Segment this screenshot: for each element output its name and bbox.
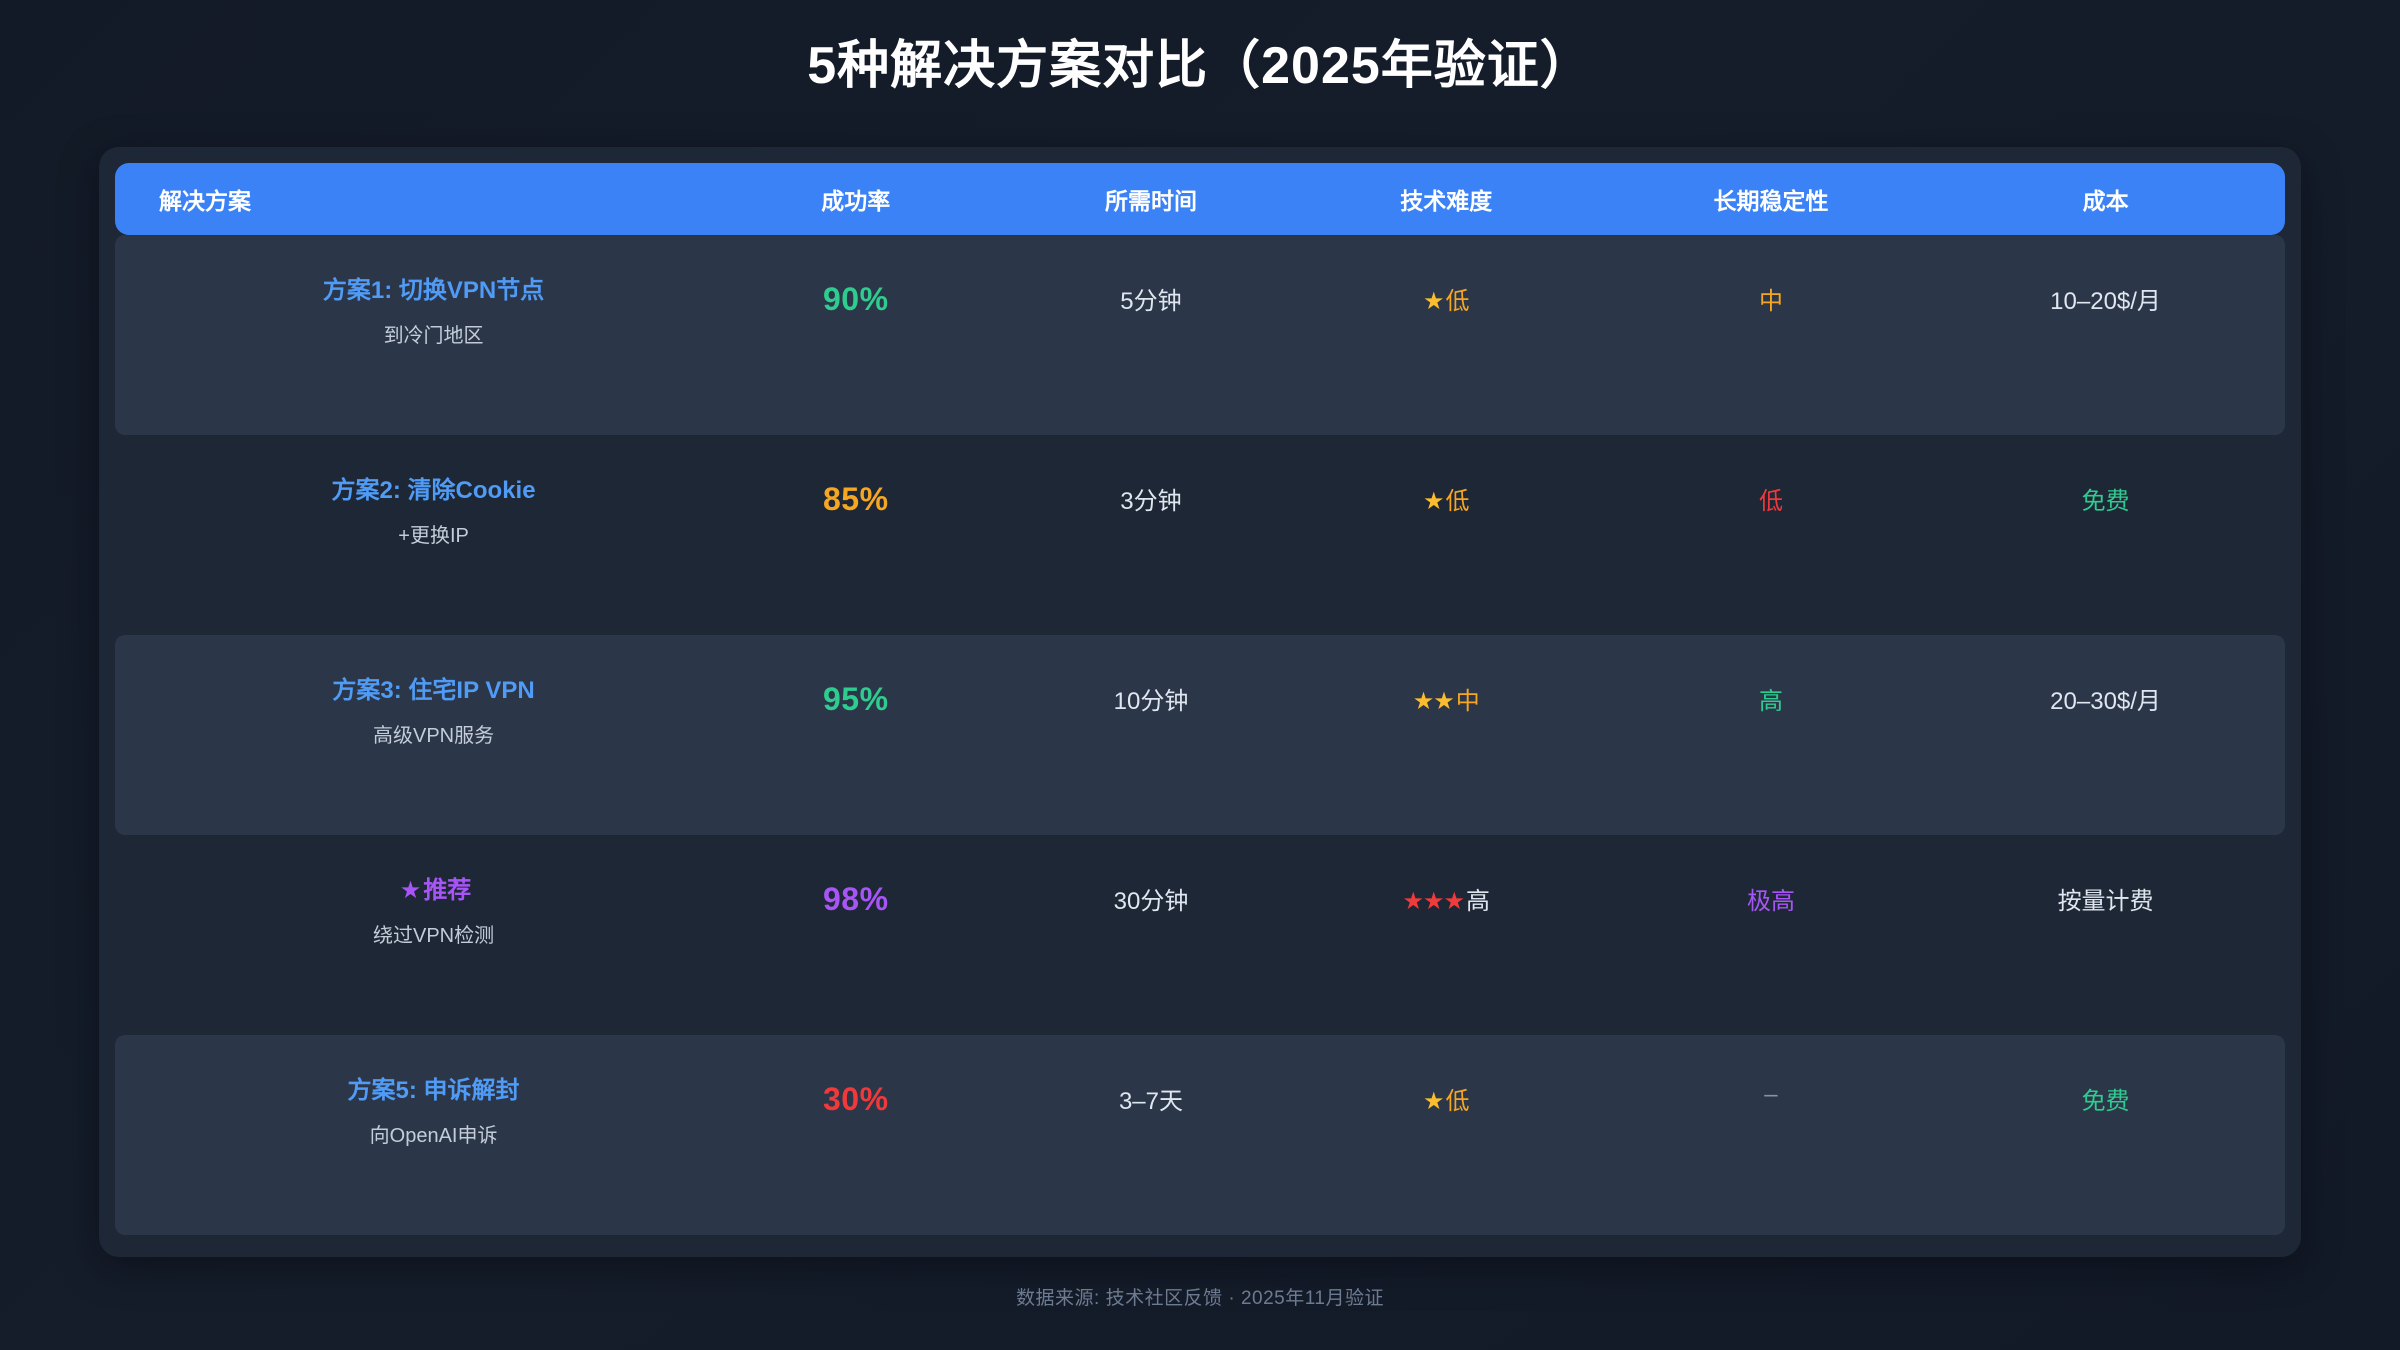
difficulty-label: 低 (1445, 288, 1470, 315)
success-rate-value: 85% (822, 481, 889, 517)
solution-subtitle: 绕过VPN检测 (373, 925, 495, 948)
success-rate-value: 98% (822, 881, 889, 917)
cell-difficulty: ★★★高 (1299, 835, 1594, 916)
cell-time: 3分钟 (1120, 488, 1182, 515)
difficulty-star-icon: ★★★ (1402, 888, 1465, 915)
cell-success-rate: 85% (708, 435, 1003, 518)
data-source-footnote: 数据来源: 技术社区反馈 · 2025年11月验证 (1016, 1288, 1384, 1309)
success-rate-value: 95% (822, 681, 889, 717)
column-header-cost: 成本 (2082, 188, 2129, 214)
column-header-difficulty: 技术难度 (1400, 188, 1493, 214)
cell-stability: 中 (1758, 288, 1783, 315)
cell-stability: 低 (1758, 488, 1783, 515)
recommended-label: 推荐 (423, 877, 472, 904)
difficulty-label: 中 (1455, 688, 1480, 715)
solution-subtitle: 到冷门地区 (383, 325, 484, 348)
cell-difficulty: ★低 (1299, 235, 1594, 316)
difficulty-label: 高 (1465, 888, 1490, 915)
table-row[interactable]: ★推荐 绕过VPN检测 98% 30分钟 ★★★高 极高 按量计费 (115, 835, 2285, 1035)
cell-stability: 极高 (1746, 888, 1795, 915)
success-rate-value: 30% (822, 1081, 889, 1117)
cell-success-rate: 98% (708, 835, 1003, 918)
cell-cost: 10–20$/月 (2050, 288, 2161, 315)
cell-cost: 免费 (2081, 488, 2130, 515)
page-title: 5种解决方案对比（2025年验证） (807, 37, 1593, 95)
column-header-time: 所需时间 (1104, 188, 1197, 214)
table-row[interactable]: 方案3: 住宅IP VPN 高级VPN服务 95% 10分钟 ★★中高 20–30$/月 (115, 635, 2285, 835)
difficulty-label: 低 (1445, 1088, 1470, 1115)
solution-name: ★推荐 (159, 875, 708, 907)
cell-success-rate: 30% (708, 1035, 1003, 1118)
cell-cost: 免费 (2081, 1088, 2130, 1115)
cell-time: 3–7天 (1118, 1088, 1183, 1115)
cell-difficulty: ★★中 (1299, 635, 1594, 716)
cell-solution: ★推荐绕过VPN检测 (137, 835, 708, 948)
cell-solution: 方案1: 切换VPN节点到冷门地区 (137, 235, 708, 348)
difficulty-star-icon: ★ (1422, 488, 1444, 515)
solution-subtitle: 高级VPN服务 (373, 725, 495, 748)
column-header-solution: 解决方案 (159, 188, 251, 214)
difficulty-star-icon: ★ (1422, 288, 1444, 315)
cell-solution: 方案3: 住宅IP VPN 高级VPN服务 (137, 635, 708, 748)
cell-solution: 方案2: 清除Cookie +更换IP (137, 435, 708, 548)
cell-time: 5分钟 (1120, 288, 1182, 315)
difficulty-label: 低 (1445, 488, 1470, 515)
solution-name: 方案3: 住宅IP VPN (332, 677, 535, 704)
cell-stability: 高 (1758, 688, 1783, 715)
cell-success-rate: 90% (708, 235, 1003, 318)
solution-subtitle: +更换IP (398, 525, 469, 548)
difficulty-star-icon: ★★ (1412, 688, 1455, 715)
solution-name: 方案1: 切换VPN节点 (322, 277, 545, 304)
solution-name: 方案2: 清除Cookie (331, 477, 536, 504)
table-row[interactable]: 方案1: 切换VPN节点 到冷门地区 90% 5分钟 ★低中 10–20$/月 (115, 235, 2285, 435)
cell-solution: 方案5: 申诉解封向OpenAI申诉 (137, 1035, 708, 1148)
comparison-table-card: 解决方案 成功率 所需时间 技术难度 长期稳定性 成本 方案1: 切换VPN节点… (99, 147, 2301, 1257)
cell-cost: 按量计费 (2057, 888, 2154, 915)
table-header-row: 解决方案 成功率 所需时间 技术难度 长期稳定性 成本 (115, 163, 2285, 235)
cell-difficulty: ★低 (1299, 435, 1594, 516)
cell-time: 30分钟 (1113, 888, 1189, 915)
cell-cost: 20–30$/月 (2050, 688, 2161, 715)
column-header-success-rate: 成功率 (821, 188, 891, 214)
cell-difficulty: ★低 (1299, 1035, 1594, 1116)
cell-stability: – (1764, 1081, 1778, 1108)
table-row[interactable]: 方案2: 清除Cookie +更换IP 85% 3分钟 ★低低免费 (115, 435, 2285, 635)
solution-subtitle: 向OpenAI申诉 (369, 1125, 498, 1148)
table-body: 方案1: 切换VPN节点 到冷门地区 90% 5分钟 ★低中 10–20$/月 方案2: 清… (115, 235, 2285, 1235)
difficulty-star-icon: ★ (1422, 1088, 1444, 1115)
recommended-star-icon: ★ (399, 877, 422, 904)
cell-time: 10分钟 (1113, 688, 1189, 715)
column-header-stability: 长期稳定性 (1713, 188, 1829, 214)
table-row[interactable]: 方案5: 申诉解封向OpenAI申诉 30% 3–7天 ★低 – 免费 (115, 1035, 2285, 1235)
cell-success-rate: 95% (708, 635, 1003, 718)
solution-name: 方案5: 申诉解封 (347, 1077, 520, 1104)
success-rate-value: 90% (822, 281, 889, 317)
